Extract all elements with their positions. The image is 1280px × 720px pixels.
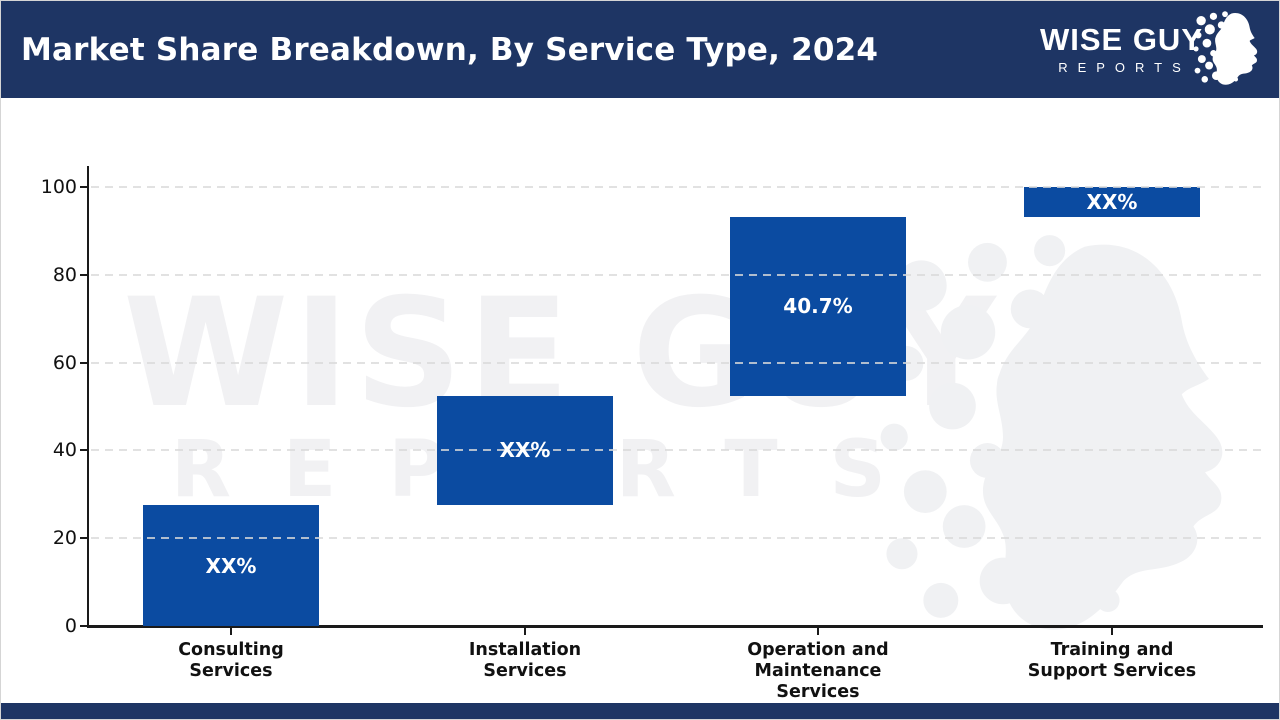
bar[interactable]	[1024, 187, 1200, 217]
x-tick-mark	[524, 628, 526, 635]
y-tick-mark	[80, 186, 88, 188]
x-tick-mark	[1111, 628, 1113, 635]
x-category-label: Training and Support Services	[1027, 640, 1197, 681]
page-title: Market Share Breakdown, By Service Type,…	[21, 31, 879, 68]
y-tick-mark	[80, 625, 88, 627]
y-axis-line	[87, 166, 89, 628]
y-tick-label: 60	[52, 351, 77, 374]
x-axis-line	[87, 625, 1263, 628]
x-tick-mark	[817, 628, 819, 635]
bar[interactable]	[730, 216, 906, 396]
logo-text: WISE GUY REPORTS	[1040, 24, 1203, 75]
y-tick-label: 20	[52, 527, 77, 550]
footer-bar	[1, 703, 1279, 719]
bar-value-label: XX%	[1086, 189, 1138, 214]
wise-guy-logo: WISE GUY REPORTS	[1040, 8, 1267, 92]
gridline	[91, 537, 1263, 540]
y-tick-mark	[80, 361, 88, 364]
gridline	[91, 186, 1263, 188]
header: Market Share Breakdown, By Service Type,…	[1, 1, 1279, 98]
bar-value-label: XX%	[499, 438, 551, 463]
gridline	[91, 273, 1263, 276]
y-tick-label: 0	[64, 615, 77, 637]
gridline	[91, 361, 1263, 364]
logo-reports-text: REPORTS	[1058, 60, 1191, 75]
y-tick-label: 40	[52, 439, 77, 462]
y-tick-label: 100	[40, 176, 77, 198]
bar-value-label: XX%	[205, 553, 257, 578]
logo-brand-text: WISE GUY	[1039, 22, 1203, 57]
x-category-label: Installation Services	[468, 640, 582, 681]
gridline	[91, 449, 1263, 452]
head-watermark-icon	[880, 235, 1223, 630]
y-tick-mark	[80, 449, 88, 452]
x-category-label: Operation and Maintenance Services	[747, 640, 889, 702]
bar-value-label: 40.7%	[783, 294, 853, 319]
bar[interactable]	[143, 505, 319, 626]
y-tick-mark	[80, 537, 88, 540]
y-tick-label: 80	[52, 263, 77, 286]
head-logo-icon	[1193, 10, 1258, 85]
y-tick-mark	[80, 273, 88, 276]
x-tick-mark	[230, 628, 232, 635]
x-category-label: Consulting Services	[178, 640, 284, 681]
